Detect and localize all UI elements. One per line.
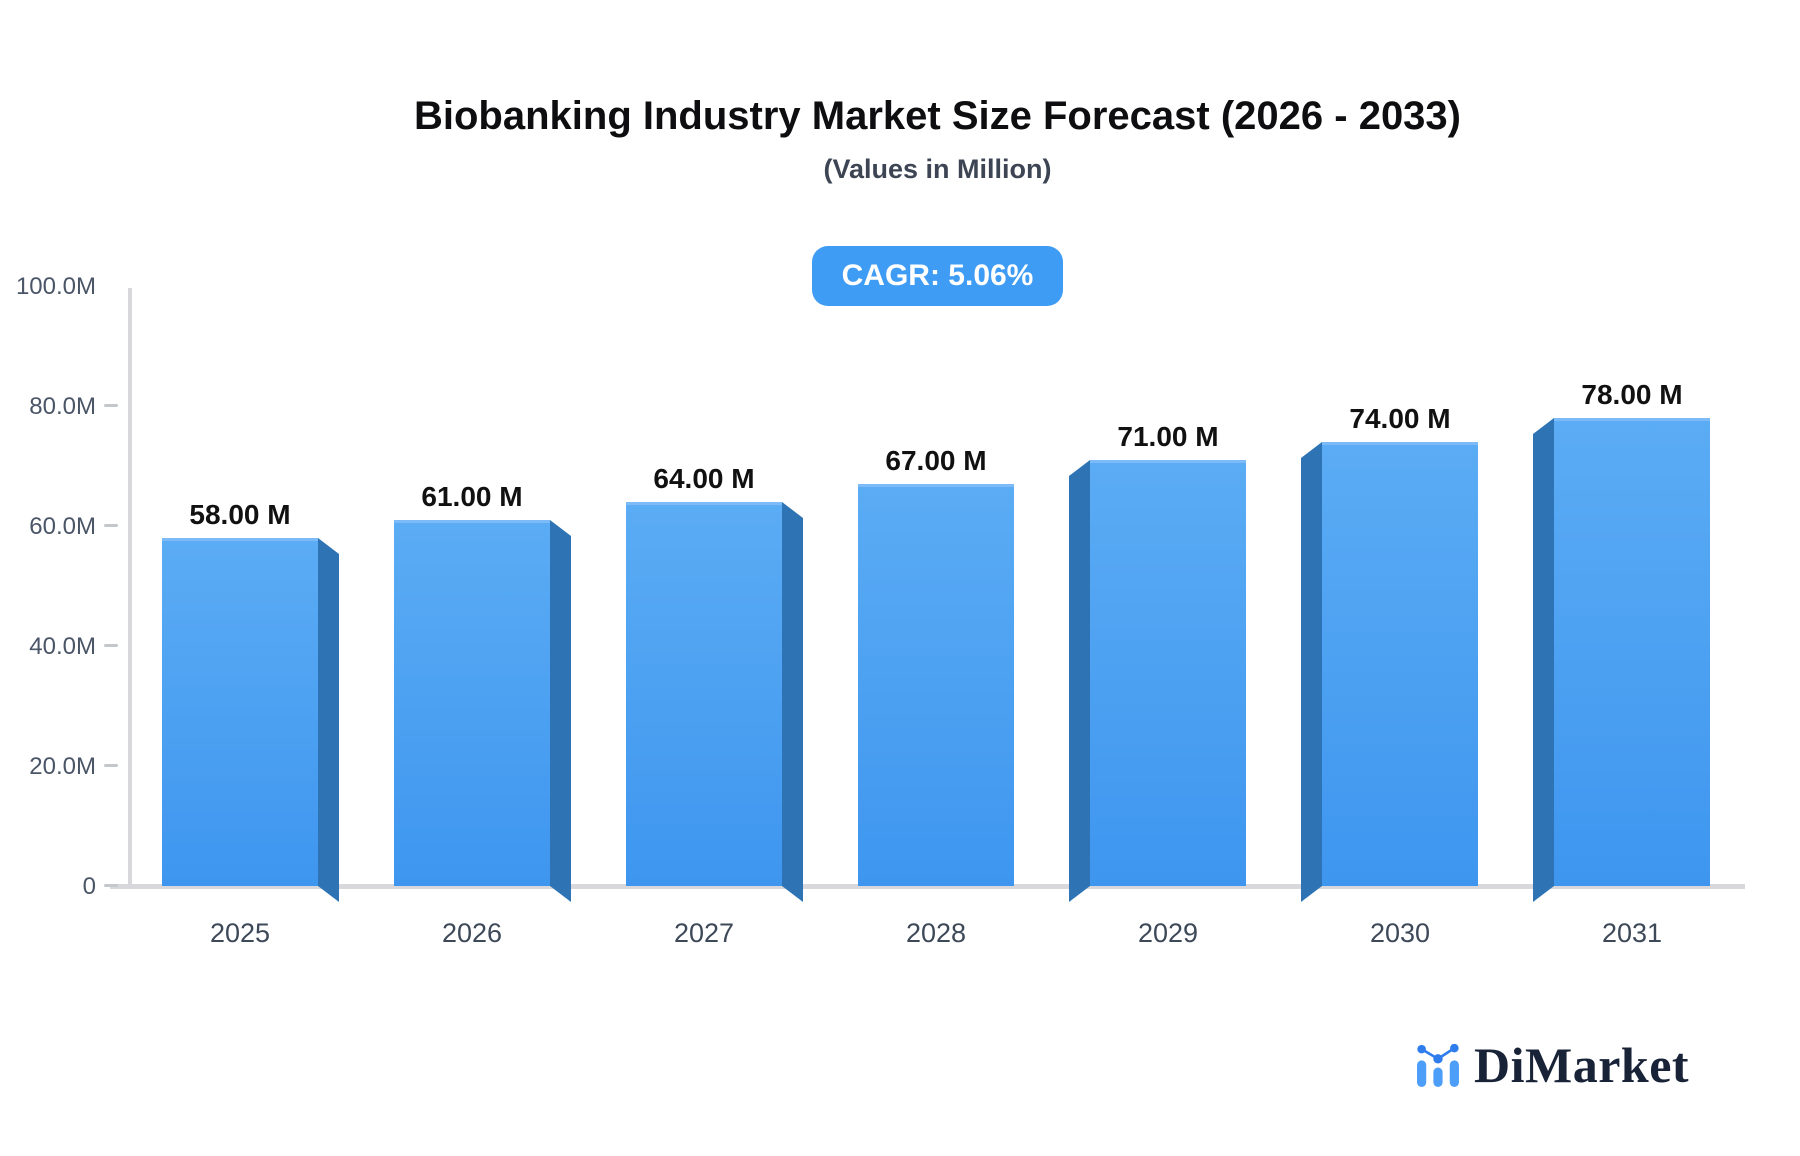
bar-2028[interactable] bbox=[858, 484, 1014, 886]
y-axis-label: 80.0M bbox=[29, 393, 96, 420]
bar-2027[interactable] bbox=[626, 502, 782, 886]
bar-value-label-2028: 67.00 M bbox=[885, 445, 986, 476]
x-axis-label-2028: 2028 bbox=[906, 918, 966, 948]
bar-value-label-2026: 61.00 M bbox=[421, 481, 522, 512]
x-axis-label-2025: 2025 bbox=[210, 918, 270, 948]
bar-top-edge-2029 bbox=[1090, 460, 1246, 463]
bar-side-2030 bbox=[1301, 442, 1322, 902]
bar-value-label-2029: 71.00 M bbox=[1117, 421, 1218, 452]
bar-2031[interactable] bbox=[1554, 418, 1710, 886]
cagr-badge: CAGR: 5.06% bbox=[811, 246, 1064, 306]
chart-title: Biobanking Industry Market Size Forecast… bbox=[413, 94, 1461, 138]
dimarket-logo-icon bbox=[1417, 1043, 1459, 1087]
chart-header: Biobanking Industry Market Size Forecast… bbox=[130, 92, 1745, 306]
bar-2030[interactable] bbox=[1322, 442, 1478, 886]
bar-side-2026 bbox=[550, 520, 571, 902]
bar-side-2031 bbox=[1533, 418, 1554, 902]
bar-top-edge-2031 bbox=[1554, 418, 1710, 421]
y-axis-label: 40.0M bbox=[29, 633, 96, 660]
bar-side-2029 bbox=[1069, 460, 1090, 902]
bar-side-2027 bbox=[782, 502, 803, 902]
bar-top-edge-2030 bbox=[1322, 442, 1478, 445]
bar-top-edge-2026 bbox=[394, 520, 550, 523]
x-axis-label-2031: 2031 bbox=[1602, 918, 1662, 948]
x-axis-label-2027: 2027 bbox=[674, 918, 734, 948]
bar-side-2025 bbox=[318, 538, 339, 902]
bar-2025[interactable] bbox=[162, 538, 318, 886]
bar-2029[interactable] bbox=[1090, 460, 1246, 886]
y-axis-tick bbox=[104, 524, 118, 527]
bar-top-edge-2025 bbox=[162, 538, 318, 541]
x-axis-line bbox=[110, 884, 1745, 889]
bar-2026[interactable] bbox=[394, 520, 550, 886]
y-axis-tick bbox=[104, 644, 118, 647]
y-axis-label: 20.0M bbox=[29, 753, 96, 780]
bar-top-edge-2027 bbox=[626, 502, 782, 505]
chart-subtitle: (Values in Million) bbox=[823, 154, 1052, 184]
bar-value-label-2031: 78.00 M bbox=[1581, 379, 1682, 410]
y-axis-line bbox=[128, 288, 132, 888]
y-axis-label: 100.0M bbox=[16, 273, 96, 300]
dimarket-logo-text: DiMarket bbox=[1474, 1037, 1690, 1093]
bar-value-label-2030: 74.00 M bbox=[1349, 403, 1450, 434]
bar-top-edge-2028 bbox=[858, 484, 1014, 487]
x-axis-label-2030: 2030 bbox=[1370, 918, 1430, 948]
y-axis-tick bbox=[104, 764, 118, 767]
dimarket-logo[interactable]: DiMarket bbox=[1416, 1040, 1689, 1090]
bar-value-label-2025: 58.00 M bbox=[189, 499, 290, 530]
x-axis-label-2026: 2026 bbox=[442, 918, 502, 948]
y-axis-tick bbox=[104, 884, 118, 887]
y-axis-label: 0 bbox=[83, 873, 96, 900]
y-axis-label: 60.0M bbox=[29, 513, 96, 540]
x-axis-label-2029: 2029 bbox=[1138, 918, 1198, 948]
y-axis-tick bbox=[104, 404, 118, 407]
bar-value-label-2027: 64.00 M bbox=[653, 463, 754, 494]
